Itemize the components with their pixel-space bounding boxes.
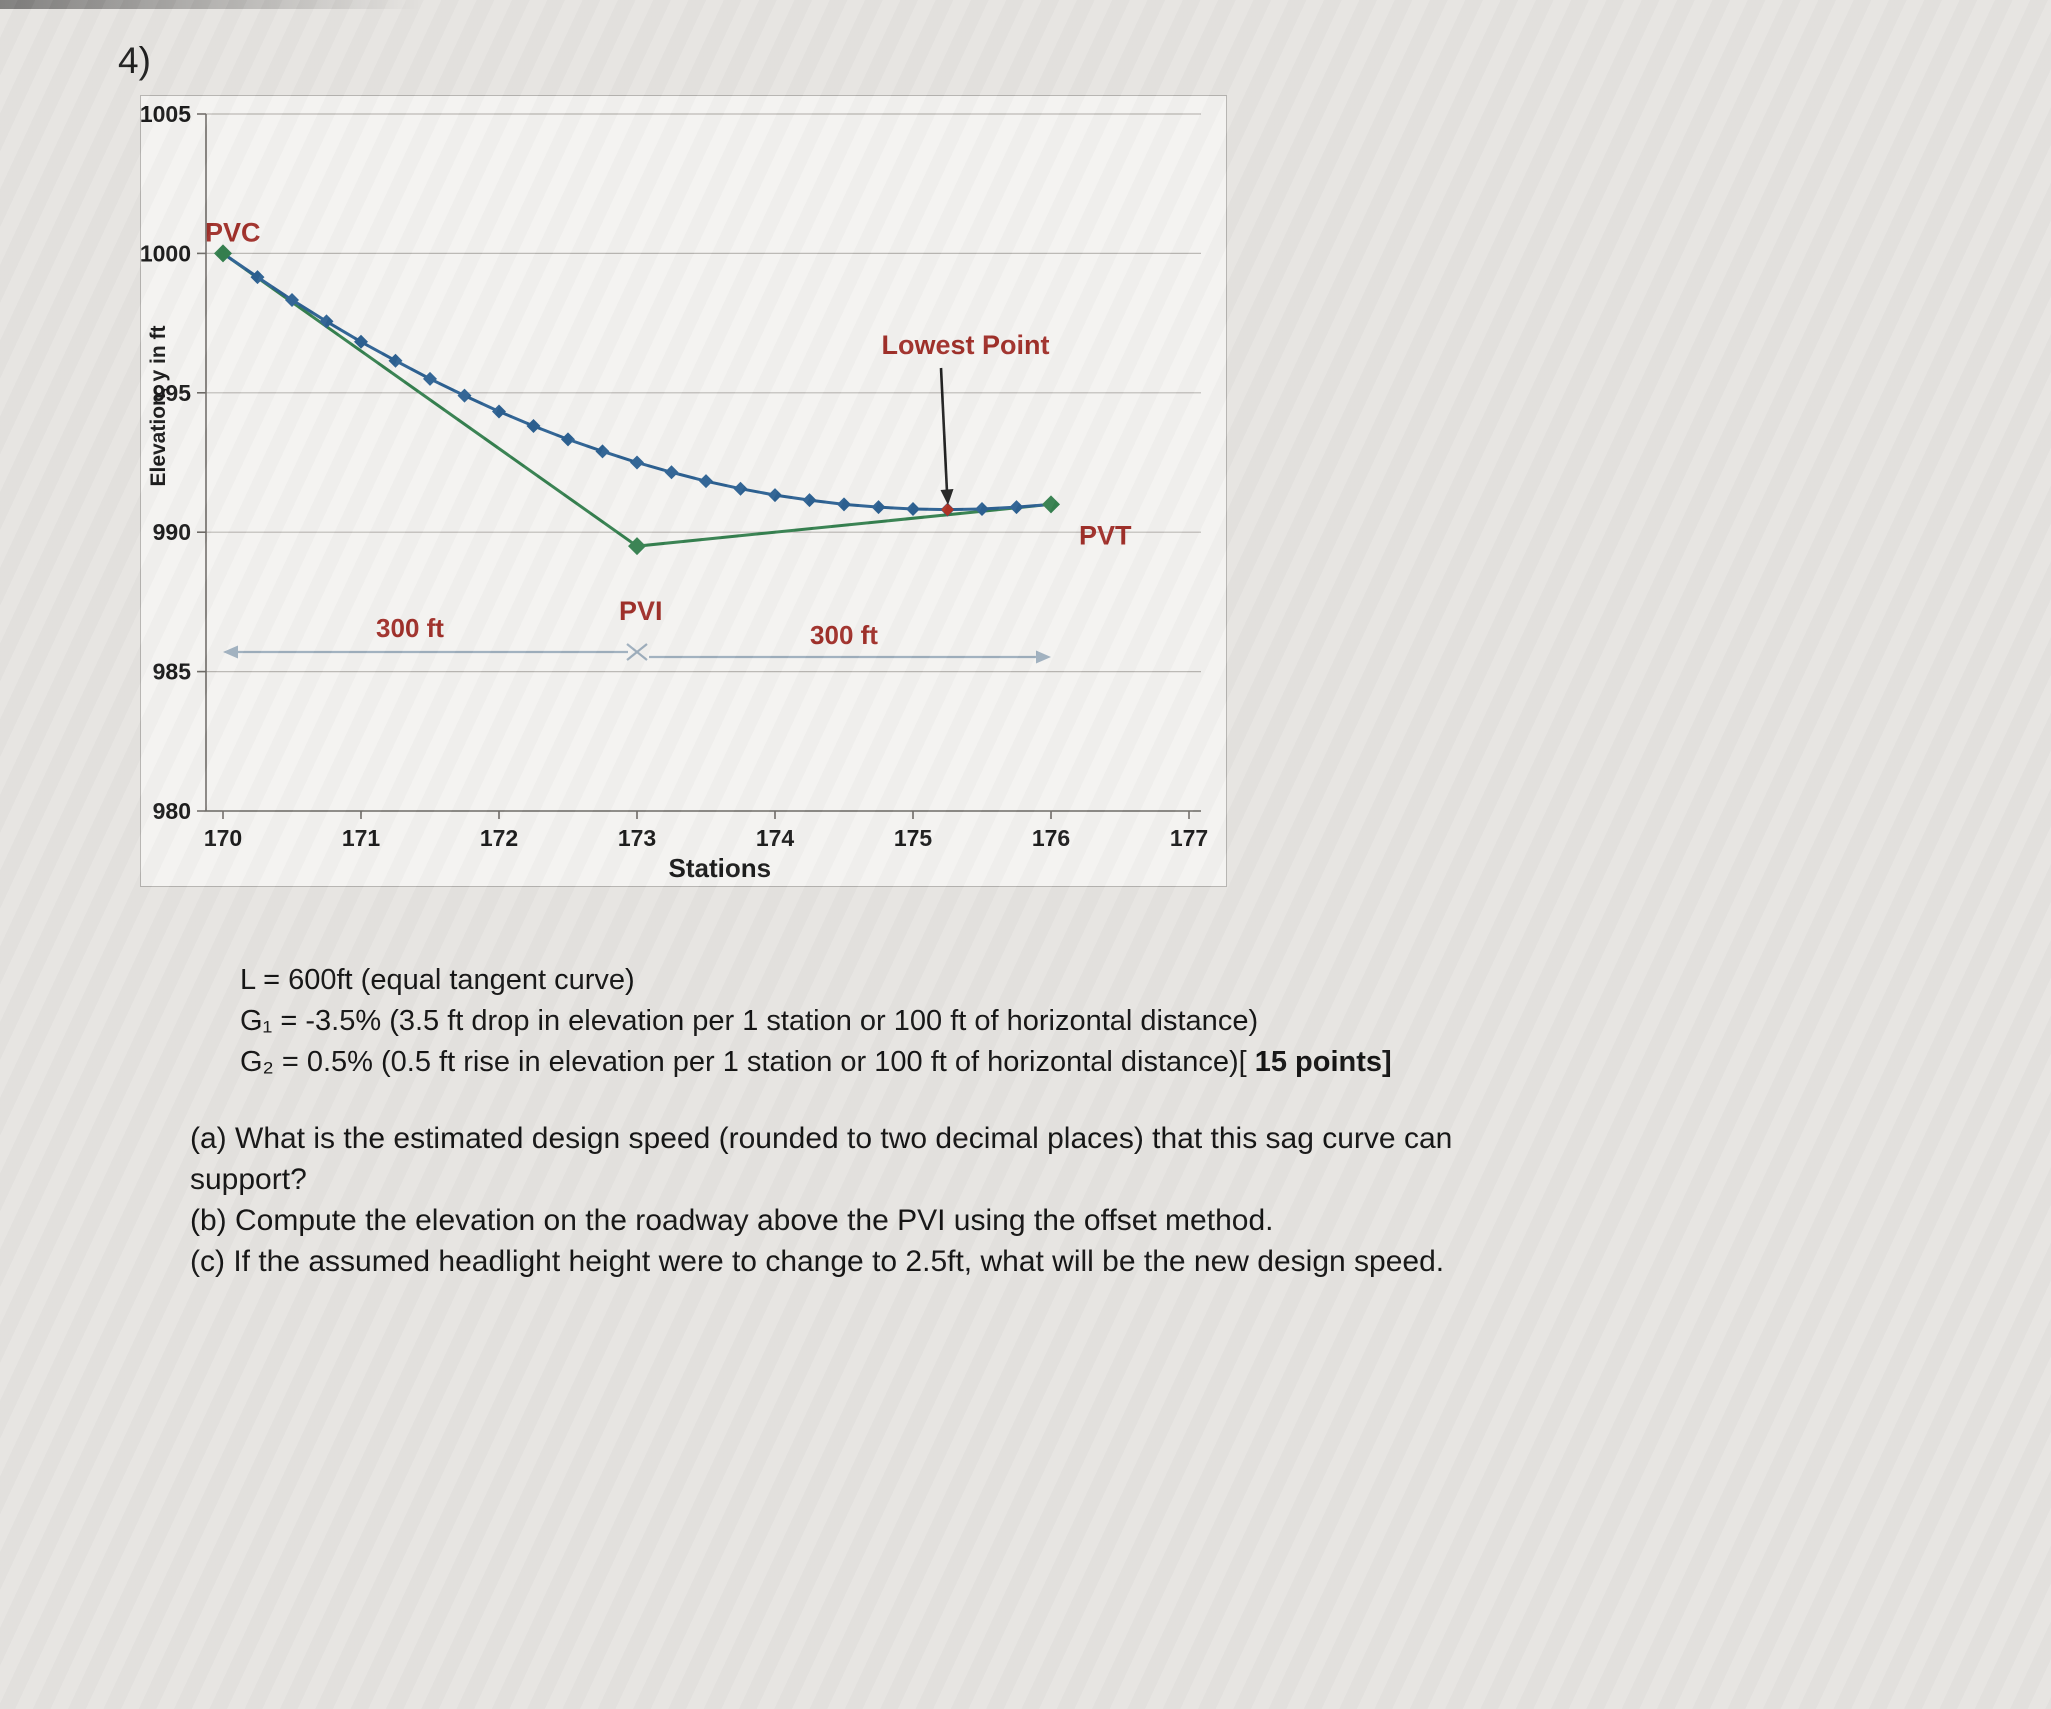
svg-text:PVT: PVT [1079, 520, 1132, 550]
svg-text:1000: 1000 [141, 240, 191, 266]
svg-text:176: 176 [1032, 825, 1070, 851]
problem-number: 4) [118, 40, 151, 81]
sag-curve-chart: 980 985 990 995 1000 1005 170 171 172 173 174 175 17… [141, 101, 1208, 883]
svg-text:Lowest Point: Lowest Point [882, 330, 1050, 360]
question-a-line2: support? [190, 1163, 307, 1196]
photo-edge-shade [0, 0, 420, 9]
question-c: (c) If the assumed headlight height were… [190, 1245, 1445, 1278]
svg-text:980: 980 [153, 798, 191, 824]
points-value: 15 points] [1254, 1046, 1392, 1078]
svg-text:173: 173 [618, 825, 656, 851]
svg-text:174: 174 [756, 825, 795, 851]
sag-curve-chart-panel: 980 985 990 995 1000 1005 170 171 172 173 174 175 17… [140, 95, 1227, 887]
svg-text:300 ft: 300 ft [376, 613, 444, 643]
given-grade1: G₁ = -3.5% (3.5 ft drop in elevation per… [240, 1005, 1259, 1037]
questions-block: (a) What is the estimated design speed (… [190, 1118, 1452, 1282]
given-length: L = 600ft (equal tangent curve) [240, 964, 635, 996]
svg-text:170: 170 [204, 825, 242, 851]
given-grade2-text: G₂ = 0.5% (0.5 ft rise in elevation per … [240, 1046, 1255, 1078]
svg-text:PVC: PVC [205, 217, 261, 247]
svg-text:990: 990 [153, 519, 191, 545]
given-data-block: L = 600ft (equal tangent curve) G₁ = -3.… [240, 960, 1392, 1083]
svg-text:985: 985 [153, 659, 192, 685]
svg-text:177: 177 [1170, 825, 1208, 851]
svg-text:1005: 1005 [141, 101, 191, 127]
question-b: (b) Compute the elevation on the roadway… [190, 1204, 1274, 1237]
svg-text:Elevation, y in ft: Elevation, y in ft [147, 325, 170, 486]
svg-text:175: 175 [894, 825, 933, 851]
svg-text:300 ft: 300 ft [810, 620, 878, 650]
question-a-line1: (a) What is the estimated design speed (… [190, 1122, 1453, 1155]
svg-text:171: 171 [342, 825, 381, 851]
svg-text:Stations: Stations [669, 853, 772, 883]
given-grade2: G₂ = 0.5% (0.5 ft rise in elevation per … [240, 1042, 1392, 1083]
svg-text:995: 995 [153, 380, 192, 406]
svg-text:172: 172 [480, 825, 518, 851]
svg-text:PVI: PVI [619, 596, 663, 626]
